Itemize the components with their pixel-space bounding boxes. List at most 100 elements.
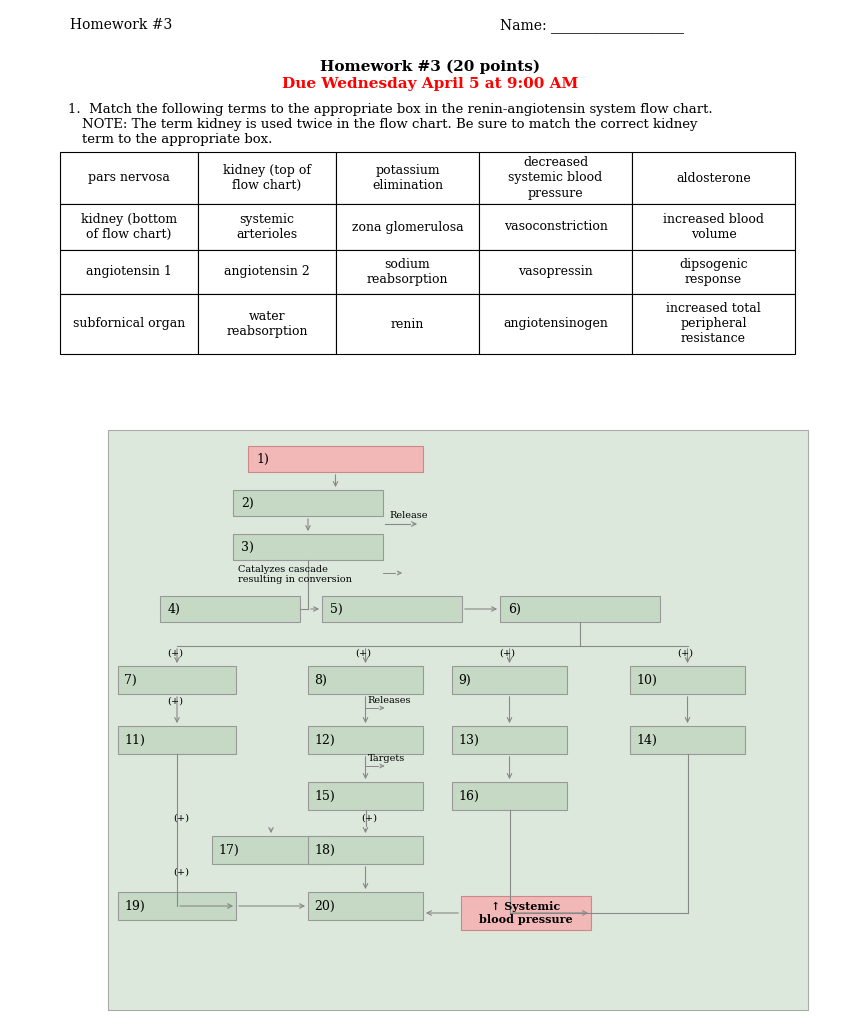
Bar (198, 204, 336, 250)
Bar (452, 782, 567, 810)
Bar (308, 666, 423, 694)
Text: angiotensin 2: angiotensin 2 (224, 265, 310, 279)
Bar (160, 596, 300, 622)
Bar (336, 152, 479, 204)
Bar (308, 892, 423, 920)
Text: water
reabsorption: water reabsorption (226, 310, 307, 338)
Text: ↑ Systemic
blood pressure: ↑ Systemic blood pressure (480, 901, 573, 925)
Bar (479, 204, 632, 250)
Text: aldosterone: aldosterone (676, 171, 751, 184)
Bar (630, 666, 745, 694)
Bar (632, 250, 795, 294)
Text: 5): 5) (330, 602, 343, 615)
Text: potassium
elimination: potassium elimination (372, 164, 443, 193)
Text: 6): 6) (508, 602, 521, 615)
Text: dipsogenic
response: dipsogenic response (679, 258, 748, 286)
Text: resulting in conversion: resulting in conversion (238, 575, 352, 584)
Bar (322, 596, 462, 622)
Bar (461, 896, 591, 930)
Text: (+): (+) (167, 649, 183, 658)
Text: zona glomerulosa: zona glomerulosa (351, 220, 463, 233)
Bar (198, 250, 336, 294)
Text: 10): 10) (636, 674, 657, 686)
Bar (500, 596, 660, 622)
Bar (308, 726, 423, 754)
Text: (+): (+) (167, 697, 183, 706)
Bar (60, 152, 198, 204)
Text: angiotensinogen: angiotensinogen (503, 317, 608, 331)
Text: decreased
systemic blood
pressure: decreased systemic blood pressure (508, 157, 603, 200)
Text: (+): (+) (362, 814, 377, 823)
Text: 13): 13) (458, 733, 479, 746)
Text: 8): 8) (314, 674, 327, 686)
Text: (+): (+) (499, 649, 516, 658)
Bar (632, 294, 795, 354)
Text: 20): 20) (314, 899, 335, 912)
Text: 4): 4) (168, 602, 181, 615)
Bar (630, 726, 745, 754)
Text: Releases: Releases (368, 696, 411, 705)
Text: Targets: Targets (368, 754, 405, 763)
Bar (118, 666, 236, 694)
Text: 11): 11) (124, 733, 145, 746)
Bar (479, 152, 632, 204)
Bar (198, 152, 336, 204)
Bar (248, 446, 423, 472)
Text: 2): 2) (241, 497, 254, 510)
Text: 14): 14) (636, 733, 657, 746)
Text: 9): 9) (458, 674, 471, 686)
Bar (198, 294, 336, 354)
Text: (+): (+) (173, 814, 189, 823)
Text: renin: renin (391, 317, 424, 331)
Bar (60, 204, 198, 250)
Text: systemic
arterioles: systemic arterioles (237, 213, 298, 241)
Text: 12): 12) (314, 733, 335, 746)
Bar (452, 666, 567, 694)
Text: increased blood
volume: increased blood volume (663, 213, 764, 241)
Text: sodium
reabsorption: sodium reabsorption (367, 258, 449, 286)
Bar (308, 782, 423, 810)
Bar (336, 204, 479, 250)
Text: pars nervosa: pars nervosa (88, 171, 170, 184)
Text: term to the appropriate box.: term to the appropriate box. (82, 133, 272, 146)
Text: (+): (+) (356, 649, 371, 658)
Bar (632, 204, 795, 250)
Text: 3): 3) (241, 541, 254, 554)
Bar (452, 726, 567, 754)
Text: Due Wednesday April 5 at 9:00 AM: Due Wednesday April 5 at 9:00 AM (282, 77, 579, 91)
Text: increased total
peripheral
resistance: increased total peripheral resistance (666, 302, 761, 345)
Text: 16): 16) (458, 790, 479, 803)
Bar (233, 534, 383, 560)
Text: (+): (+) (678, 649, 693, 658)
Text: 17): 17) (218, 844, 238, 856)
Text: 1.  Match the following terms to the appropriate box in the renin-angiotensin sy: 1. Match the following terms to the appr… (68, 103, 713, 116)
Text: vasoconstriction: vasoconstriction (504, 220, 608, 233)
Text: vasopressin: vasopressin (518, 265, 593, 279)
Bar (308, 836, 423, 864)
Text: angiotensin 1: angiotensin 1 (86, 265, 172, 279)
Bar (336, 250, 479, 294)
Text: 1): 1) (256, 453, 269, 466)
Bar (336, 294, 479, 354)
Text: kidney (bottom
of flow chart): kidney (bottom of flow chart) (81, 213, 177, 241)
Bar (479, 250, 632, 294)
Text: 18): 18) (314, 844, 335, 856)
Text: Release: Release (389, 511, 428, 520)
Bar (108, 430, 808, 1010)
Bar (60, 250, 198, 294)
Text: 15): 15) (314, 790, 335, 803)
Text: Homework #3: Homework #3 (70, 18, 172, 32)
Bar (632, 152, 795, 204)
Text: Homework #3 (20 points): Homework #3 (20 points) (320, 60, 540, 75)
Text: kidney (top of
flow chart): kidney (top of flow chart) (223, 164, 311, 193)
Bar (479, 294, 632, 354)
Text: 19): 19) (124, 899, 145, 912)
Text: 7): 7) (124, 674, 137, 686)
Text: Catalyzes cascade: Catalyzes cascade (238, 565, 328, 574)
Bar (60, 294, 198, 354)
Bar (118, 726, 236, 754)
Text: NOTE: The term kidney is used twice in the flow chart. Be sure to match the corr: NOTE: The term kidney is used twice in t… (82, 118, 697, 131)
Text: Name: ___________________: Name: ___________________ (500, 18, 684, 33)
Bar (212, 836, 330, 864)
Text: subfornical organ: subfornical organ (73, 317, 185, 331)
